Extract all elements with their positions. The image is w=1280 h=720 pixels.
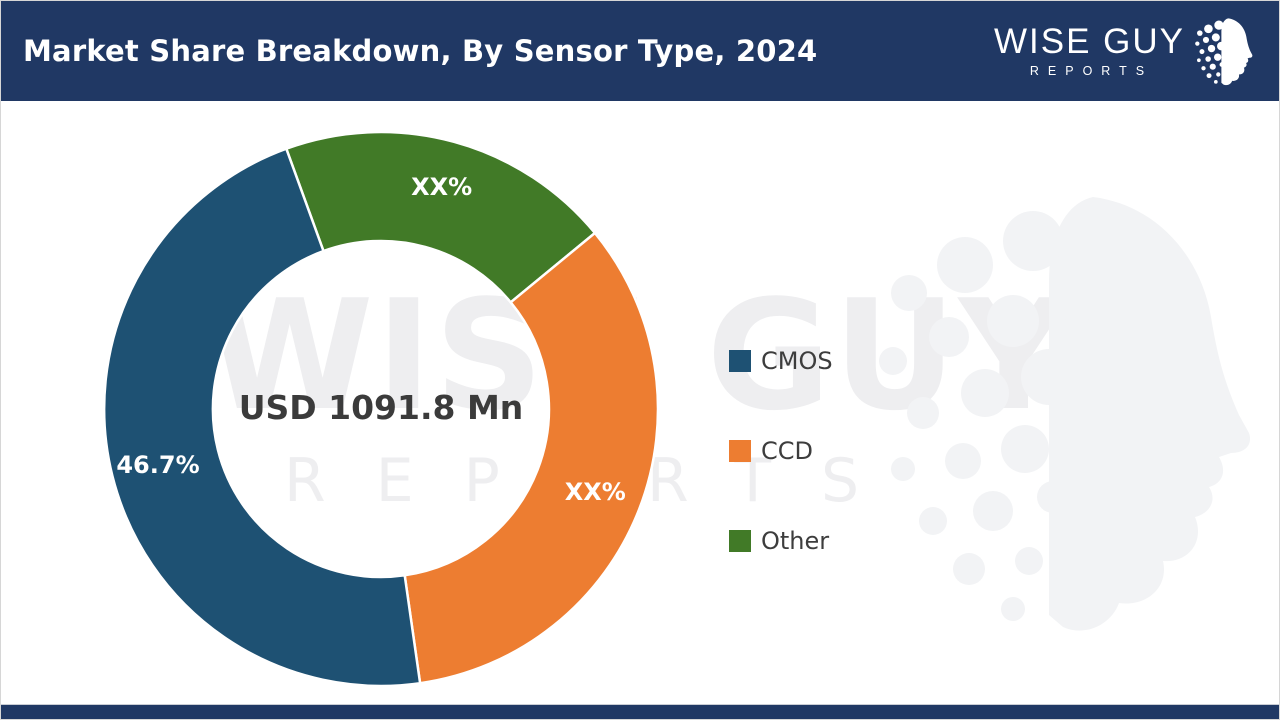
donut-chart: XX% XX% 46.7% (102, 130, 660, 688)
segment-value-label-ccd: XX% (565, 478, 626, 506)
legend-swatch-cmos (729, 350, 751, 372)
chart-legend: CMOS CCD Other (729, 347, 833, 617)
segment-value-label-other: XX% (411, 173, 472, 201)
donut-segment-ccd[interactable] (403, 231, 660, 685)
brand-logo-text: WISE GUY REPORTS (994, 24, 1185, 78)
chart-area: WISE GUY REPORTS XX%XX%46.7% USD 1091.8 … (1, 101, 1279, 706)
legend-label-cmos: CMOS (761, 347, 833, 375)
legend-item-cmos[interactable]: CMOS (729, 347, 833, 375)
legend-label-ccd: CCD (761, 437, 813, 465)
footer-bar (1, 704, 1279, 719)
legend-swatch-ccd (729, 440, 751, 462)
brand-head-icon (1195, 18, 1253, 86)
segment-value-label-cmos: 46.7% (116, 451, 199, 479)
page-title: Market Share Breakdown, By Sensor Type, … (23, 34, 818, 68)
donut-center-value: USD 1091.8 Mn (238, 388, 524, 427)
brand-subname: REPORTS (1029, 64, 1154, 79)
donut-segment-cmos[interactable] (102, 147, 422, 688)
brand-logo: WISE GUY REPORTS (994, 14, 1253, 88)
legend-swatch-other (729, 530, 751, 552)
legend-label-other: Other (761, 527, 830, 555)
header: Market Share Breakdown, By Sensor Type, … (1, 1, 1279, 101)
legend-item-other[interactable]: Other (729, 527, 833, 555)
brand-name: WISE GUY (993, 22, 1185, 62)
donut-segment-other[interactable] (284, 130, 597, 305)
legend-item-ccd[interactable]: CCD (729, 437, 833, 465)
